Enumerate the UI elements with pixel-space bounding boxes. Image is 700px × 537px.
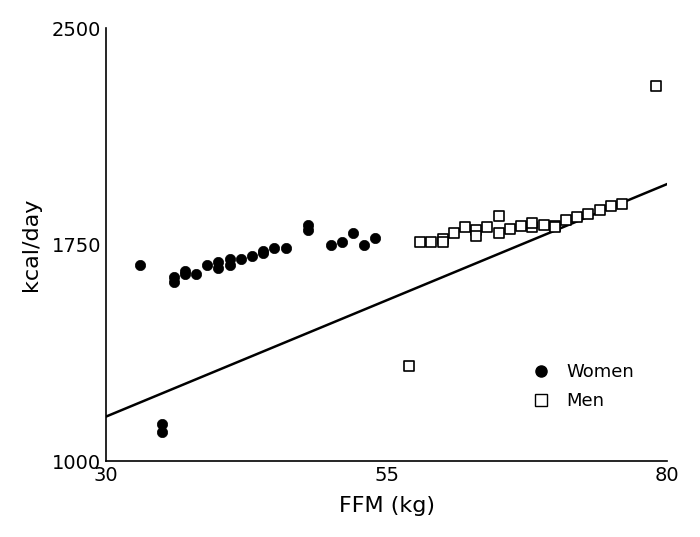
Point	[504, 224, 515, 233]
Point	[403, 361, 414, 370]
Point	[549, 222, 560, 230]
Point	[370, 233, 381, 242]
Point	[302, 220, 314, 229]
Point	[258, 246, 269, 255]
Point	[650, 82, 662, 90]
Point	[224, 260, 235, 269]
Point	[213, 258, 224, 266]
Point	[235, 255, 246, 264]
Point	[258, 249, 269, 258]
Point	[347, 229, 358, 237]
Point	[280, 243, 291, 252]
Point	[448, 229, 459, 237]
Point	[549, 223, 560, 232]
Legend: Women, Men: Women, Men	[515, 356, 641, 418]
Point	[617, 200, 628, 209]
Point	[157, 419, 168, 428]
Point	[572, 213, 583, 222]
Y-axis label: kcal/day: kcal/day	[21, 198, 41, 292]
Point	[302, 226, 314, 235]
Point	[190, 270, 202, 278]
Point	[437, 237, 448, 246]
Point	[459, 223, 470, 232]
Point	[202, 260, 213, 269]
Point	[583, 210, 594, 219]
Point	[493, 212, 504, 220]
Point	[325, 241, 336, 249]
Point	[179, 270, 190, 278]
Point	[168, 272, 179, 281]
Point	[515, 222, 526, 230]
Point	[594, 206, 606, 214]
Point	[269, 243, 280, 252]
X-axis label: FFM (kg): FFM (kg)	[339, 496, 435, 516]
Point	[179, 266, 190, 275]
Point	[470, 226, 482, 235]
Point	[213, 264, 224, 272]
Point	[246, 252, 258, 260]
Point	[157, 428, 168, 437]
Point	[493, 229, 504, 237]
Point	[526, 223, 538, 232]
Point	[134, 260, 146, 269]
Point	[224, 255, 235, 264]
Point	[414, 237, 426, 246]
Point	[426, 237, 437, 246]
Point	[336, 237, 347, 246]
Point	[561, 216, 572, 224]
Point	[606, 201, 617, 210]
Point	[538, 220, 549, 229]
Point	[526, 219, 538, 227]
Point	[470, 232, 482, 241]
Point	[482, 223, 493, 232]
Point	[168, 278, 179, 287]
Point	[358, 241, 370, 249]
Point	[437, 235, 448, 243]
